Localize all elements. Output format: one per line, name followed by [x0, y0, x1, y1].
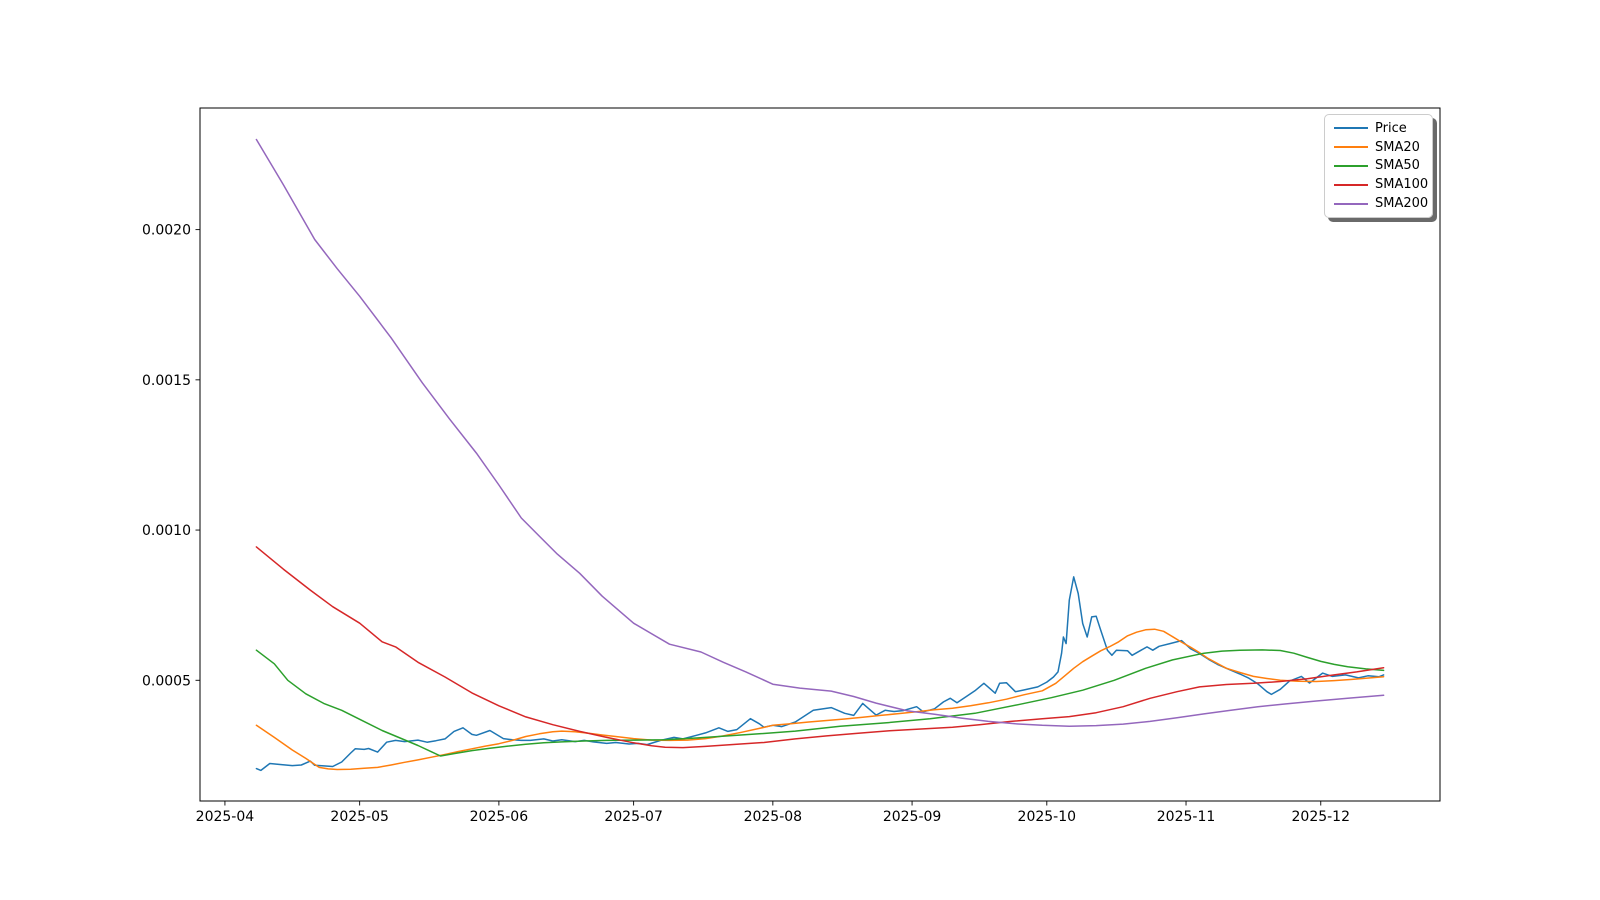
x-tick-label: 2025-11: [1157, 809, 1216, 825]
x-tick-label: 2025-04: [196, 809, 255, 825]
legend-label: SMA100: [1375, 177, 1429, 193]
series-line-sma50: [255, 649, 1385, 757]
x-tick-label: 2025-05: [330, 809, 389, 825]
y-tick-label: 0.0020: [142, 223, 191, 239]
x-tick-label: 2025-08: [744, 809, 803, 825]
y-tick-label: 0.0010: [142, 523, 191, 539]
x-tick-label: 2025-10: [1018, 809, 1077, 825]
x-tick-label: 2025-07: [604, 809, 663, 825]
legend-label: SMA20: [1375, 139, 1420, 155]
series-line-price: [255, 576, 1385, 772]
legend-label: SMA200: [1375, 196, 1429, 212]
x-tick-label: 2025-12: [1292, 809, 1351, 825]
plot-frame: [199, 107, 1441, 802]
legend: Price SMA20 SMA50 SMA100 SMA200: [1324, 114, 1433, 218]
legend-label: Price: [1375, 120, 1407, 136]
legend-label: SMA50: [1375, 158, 1420, 174]
legend-line-swatch-price: [1334, 127, 1368, 130]
legend-item-price: Price: [1334, 119, 1424, 138]
series-line-sma20: [255, 628, 1385, 771]
legend-line-swatch-sma20: [1334, 146, 1368, 149]
y-tick-label: 0.0005: [142, 673, 191, 689]
legend-item-sma200: SMA200: [1334, 194, 1428, 213]
legend-line-swatch-sma50: [1334, 164, 1368, 167]
series-line-sma100: [255, 546, 1385, 749]
x-tick-label: 2025-06: [470, 809, 529, 825]
legend-item-sma100: SMA100: [1334, 175, 1428, 194]
y-tick-label: 0.0015: [142, 373, 191, 389]
series-line-sma200: [255, 138, 1385, 727]
legend-line-swatch-sma200: [1334, 202, 1368, 205]
legend-item-sma50: SMA50: [1334, 157, 1424, 176]
x-tick-label: 2025-09: [883, 809, 942, 825]
legend-item-sma20: SMA20: [1334, 138, 1424, 157]
legend-line-swatch-sma100: [1334, 183, 1368, 186]
